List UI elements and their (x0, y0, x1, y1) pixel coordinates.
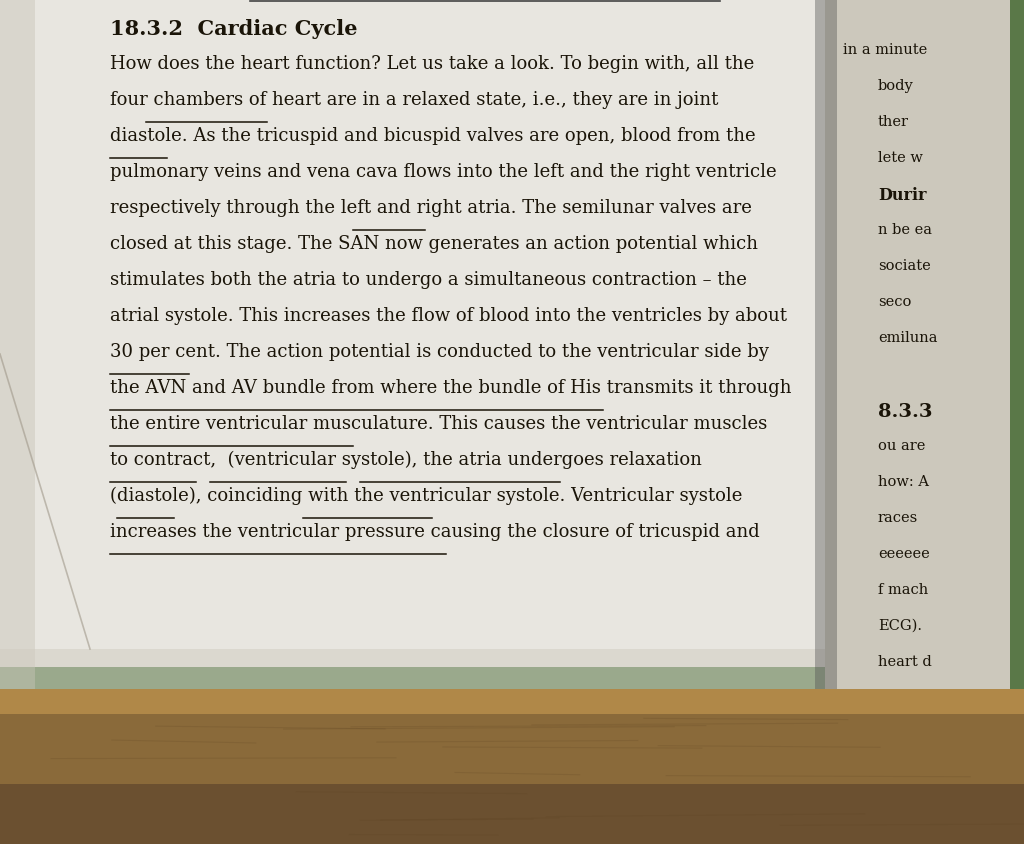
Text: lete w: lete w (878, 151, 923, 165)
Text: heart d: heart d (878, 654, 932, 668)
Text: How does the heart function? Let us take a look. To begin with, all the: How does the heart function? Let us take… (110, 55, 755, 73)
Text: 18.3.2  Cardiac Cycle: 18.3.2 Cardiac Cycle (110, 19, 357, 39)
Text: the entire ventricular musculature. This causes the ventricular muscles: the entire ventricular musculature. This… (110, 414, 767, 432)
Text: diastole. As the tricuspid and bicuspid valves are open, blood from the: diastole. As the tricuspid and bicuspid … (110, 127, 756, 145)
Bar (0, 784, 1024, 844)
Text: increases the ventricular pressure causing the closure of tricuspid and: increases the ventricular pressure causi… (110, 522, 760, 540)
Text: the AVN and AV bundle from where the bundle of His transmits it through: the AVN and AV bundle from where the bun… (110, 379, 792, 397)
Text: ECG).: ECG). (878, 619, 922, 632)
Text: body: body (878, 78, 913, 93)
Bar (0, 649, 825, 668)
Text: how: A: how: A (878, 474, 929, 489)
Text: races: races (878, 511, 919, 524)
Bar (0, 0, 825, 690)
Text: seco: seco (878, 295, 911, 309)
Bar (0, 714, 1024, 784)
Text: emiluna: emiluna (878, 331, 938, 344)
Text: to contract,  (ventricular systole), the atria undergoes relaxation: to contract, (ventricular systole), the … (110, 451, 701, 468)
Bar (0, 0, 35, 690)
Bar (0, 668, 825, 690)
Bar (1010, 0, 1024, 690)
Text: ou are: ou are (878, 439, 926, 452)
Text: (diastole), coinciding with the ventricular systole. Ventricular systole: (diastole), coinciding with the ventricu… (110, 486, 742, 505)
Text: respectively through the left and right atria. The semilunar valves are: respectively through the left and right … (110, 199, 752, 217)
Text: closed at this stage. The SAN now generates an action potential which: closed at this stage. The SAN now genera… (110, 235, 758, 252)
Text: pulmonary veins and vena cava flows into the left and the right ventricle: pulmonary veins and vena cava flows into… (110, 163, 776, 181)
Text: ther: ther (878, 115, 909, 129)
Text: in a minute: in a minute (843, 43, 928, 57)
Text: four chambers of heart are in a relaxed state, i.e., they are in joint: four chambers of heart are in a relaxed … (110, 91, 719, 109)
Text: 30 per cent. The action potential is conducted to the ventricular side by: 30 per cent. The action potential is con… (110, 343, 769, 360)
Text: n be ea: n be ea (878, 223, 932, 236)
Bar (0, 679, 1024, 714)
Text: sociate: sociate (878, 259, 931, 273)
Text: 8.3.3: 8.3.3 (878, 403, 933, 420)
Text: stimulates both the atria to undergo a simultaneous contraction – the: stimulates both the atria to undergo a s… (110, 271, 746, 289)
Text: f mach: f mach (878, 582, 928, 597)
Bar (825, 0, 1024, 690)
Bar (815, 0, 837, 690)
Bar (1010, 668, 1024, 690)
Text: Durir: Durir (878, 187, 927, 203)
Text: atrial systole. This increases the flow of blood into the ventricles by about: atrial systole. This increases the flow … (110, 306, 787, 325)
Text: eeeeee: eeeeee (878, 546, 930, 560)
